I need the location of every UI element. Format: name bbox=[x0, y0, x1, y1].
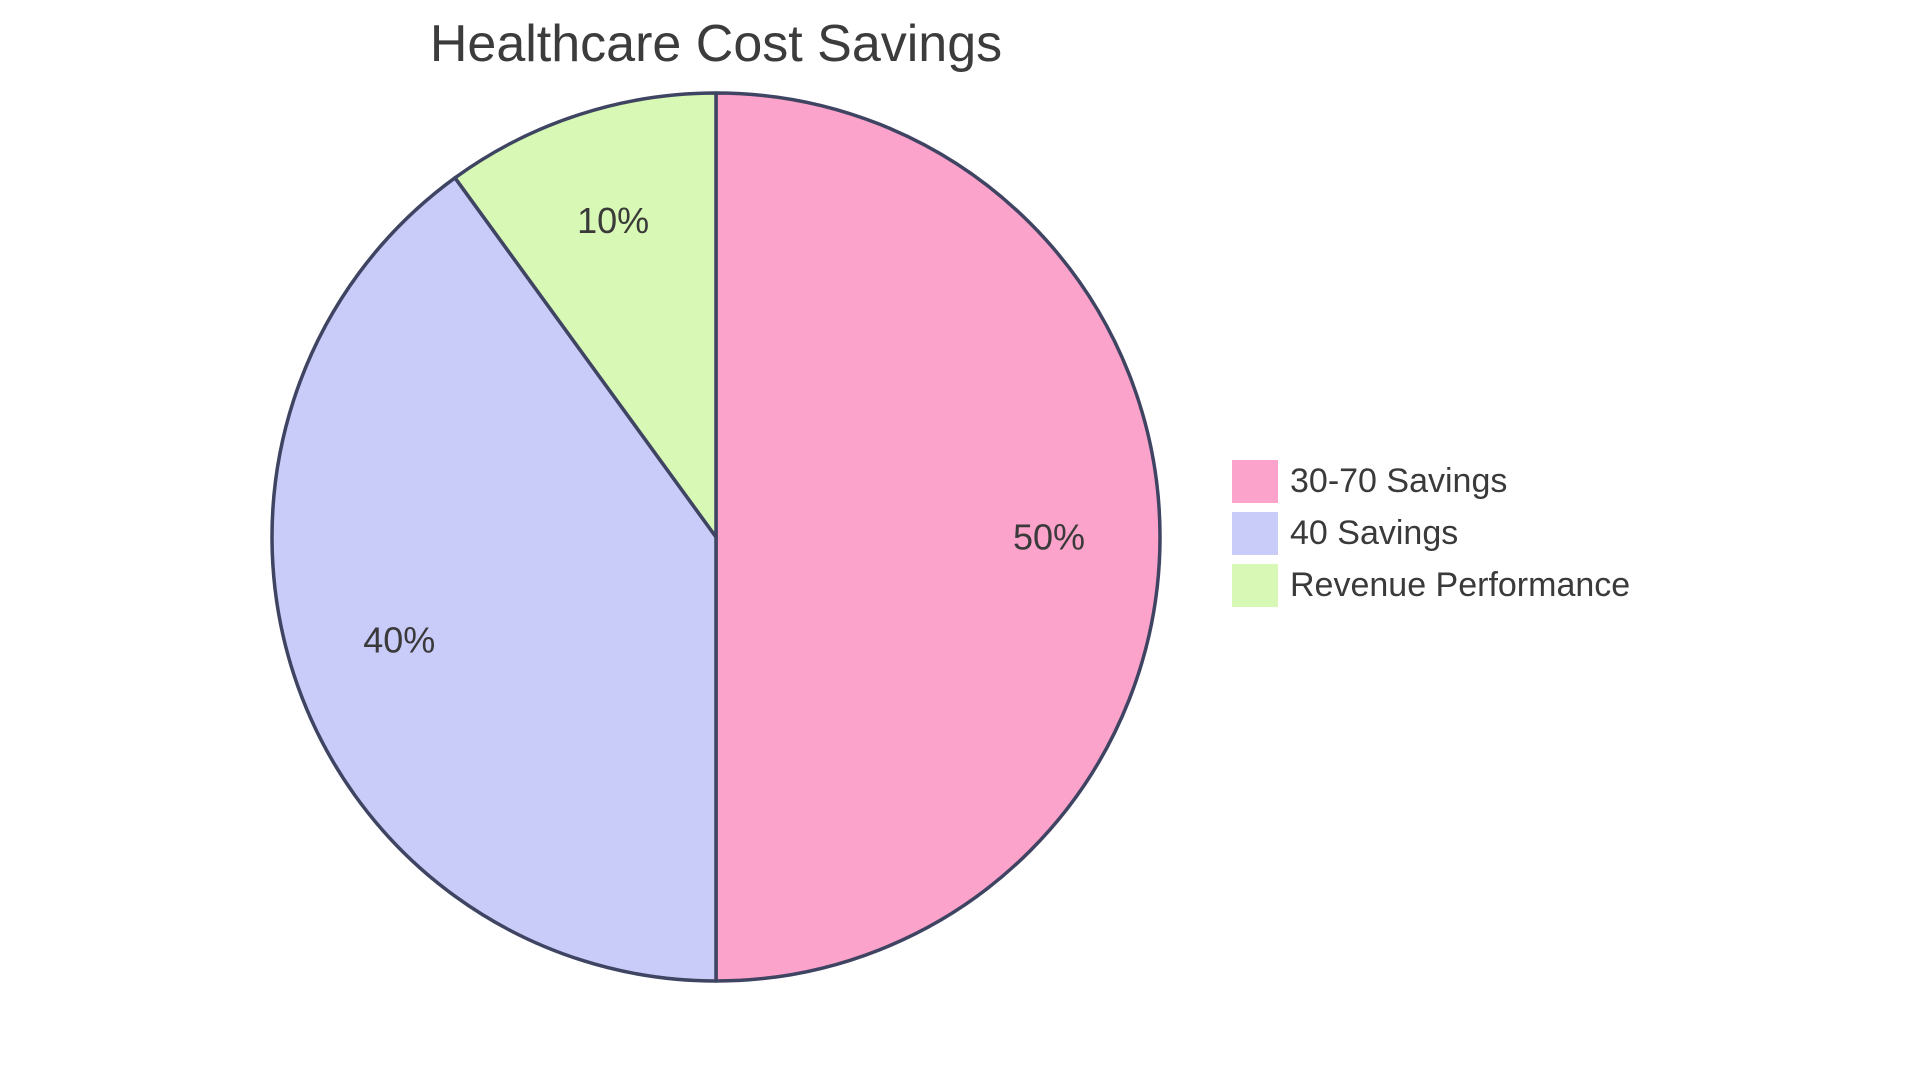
legend-item-label: Revenue Performance bbox=[1290, 566, 1631, 604]
pie-slice-30-70-savings bbox=[714, 91, 1162, 983]
legend-item: 30-70 Savings bbox=[1232, 460, 1630, 503]
legend-item-label: 40 Savings bbox=[1290, 514, 1459, 552]
pie-slice-pct-label: 50% bbox=[1013, 517, 1085, 558]
legend-swatch bbox=[1232, 460, 1278, 503]
pie-slice-pct-label: 10% bbox=[577, 200, 649, 241]
legend-item-label: 30-70 Savings bbox=[1290, 462, 1508, 500]
legend: 30-70 Savings 40 Savings Revenue Perform… bbox=[1232, 460, 1630, 616]
chart-title: Healthcare Cost Savings bbox=[429, 15, 1003, 73]
legend-item: Revenue Performance bbox=[1232, 564, 1630, 607]
legend-swatch bbox=[1232, 564, 1278, 607]
legend-swatch bbox=[1232, 512, 1278, 555]
pie-slice-pct-label: 40% bbox=[363, 619, 435, 660]
pie-slice-40-savings bbox=[270, 176, 718, 983]
legend-item: 40 Savings bbox=[1232, 512, 1630, 555]
pie-slice-revenue-performance bbox=[453, 91, 718, 539]
